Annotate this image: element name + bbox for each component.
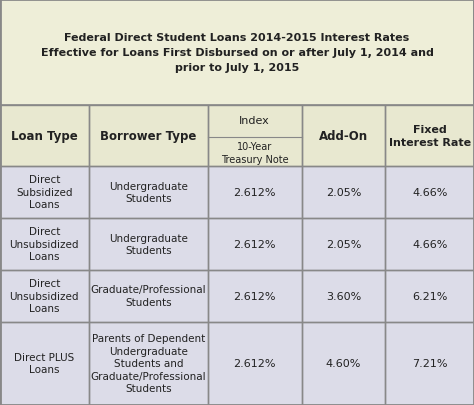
Bar: [208, 322, 301, 405]
Text: Loan Type: Loan Type: [11, 130, 78, 143]
Text: Undergraduate
Students: Undergraduate Students: [109, 233, 188, 255]
Bar: [0, 322, 89, 405]
Bar: [385, 166, 474, 218]
Text: 2.612%: 2.612%: [234, 239, 276, 249]
Bar: [208, 218, 301, 270]
Text: 2.05%: 2.05%: [326, 188, 361, 197]
Text: 7.21%: 7.21%: [412, 358, 447, 369]
Text: 2.612%: 2.612%: [234, 358, 276, 369]
Bar: [208, 270, 301, 322]
Text: 2.612%: 2.612%: [234, 188, 276, 197]
Text: Graduate/Professional
Students: Graduate/Professional Students: [91, 285, 206, 307]
Bar: [208, 218, 301, 270]
Text: 4.60%: 4.60%: [326, 358, 361, 369]
Text: Direct
Unsubsidized
Loans: Direct Unsubsidized Loans: [9, 227, 79, 262]
Bar: [385, 270, 474, 322]
Bar: [385, 218, 474, 270]
Bar: [301, 218, 385, 270]
Bar: [301, 322, 385, 405]
Bar: [385, 106, 474, 166]
Text: 4.66%: 4.66%: [412, 239, 447, 249]
Bar: [0, 218, 89, 270]
Bar: [385, 106, 474, 166]
Text: Index: Index: [239, 115, 270, 125]
Bar: [301, 218, 385, 270]
Text: Parents of Dependent
Undergraduate
Students and
Graduate/Professional
Students: Parents of Dependent Undergraduate Stude…: [91, 334, 206, 393]
Bar: [301, 106, 385, 166]
Bar: [89, 322, 208, 405]
Bar: [208, 106, 301, 166]
Bar: [385, 166, 474, 218]
Text: 2.05%: 2.05%: [326, 239, 361, 249]
Bar: [89, 270, 208, 322]
Text: Federal Direct Student Loans 2014-2015 Interest Rates
Effective for Loans First : Federal Direct Student Loans 2014-2015 I…: [41, 33, 433, 72]
Bar: [89, 270, 208, 322]
Bar: [301, 166, 385, 218]
Bar: [89, 218, 208, 270]
Text: Direct PLUS
Loans: Direct PLUS Loans: [14, 352, 74, 375]
Bar: [208, 166, 301, 218]
Text: 10-Year
Treasury Note: 10-Year Treasury Note: [221, 142, 289, 164]
Bar: [208, 322, 301, 405]
Bar: [385, 270, 474, 322]
Bar: [0, 270, 89, 322]
Text: 6.21%: 6.21%: [412, 291, 447, 301]
Bar: [89, 322, 208, 405]
Text: 4.66%: 4.66%: [412, 188, 447, 197]
Bar: [89, 218, 208, 270]
Bar: [208, 166, 301, 218]
Bar: [385, 322, 474, 405]
Text: Undergraduate
Students: Undergraduate Students: [109, 181, 188, 204]
Text: Add-On: Add-On: [319, 130, 368, 143]
Bar: [208, 106, 301, 166]
Text: Direct
Unsubsidized
Loans: Direct Unsubsidized Loans: [9, 279, 79, 313]
Bar: [0, 166, 89, 218]
Bar: [208, 270, 301, 322]
Bar: [0, 106, 89, 166]
Bar: [89, 166, 208, 218]
Bar: [0, 218, 89, 270]
Bar: [301, 166, 385, 218]
Bar: [0, 0, 474, 106]
Text: Fixed
Interest Rate: Fixed Interest Rate: [389, 125, 471, 147]
Bar: [301, 270, 385, 322]
Bar: [385, 218, 474, 270]
Text: 3.60%: 3.60%: [326, 291, 361, 301]
Bar: [0, 0, 474, 106]
Bar: [301, 106, 385, 166]
Bar: [0, 270, 89, 322]
Bar: [0, 106, 89, 166]
Text: Direct
Subsidized
Loans: Direct Subsidized Loans: [16, 175, 73, 210]
Bar: [301, 322, 385, 405]
Bar: [0, 322, 89, 405]
Text: Borrower Type: Borrower Type: [100, 130, 196, 143]
Bar: [301, 270, 385, 322]
Bar: [89, 166, 208, 218]
Bar: [0, 166, 89, 218]
Bar: [385, 322, 474, 405]
Text: 2.612%: 2.612%: [234, 291, 276, 301]
Bar: [89, 106, 208, 166]
Bar: [89, 106, 208, 166]
